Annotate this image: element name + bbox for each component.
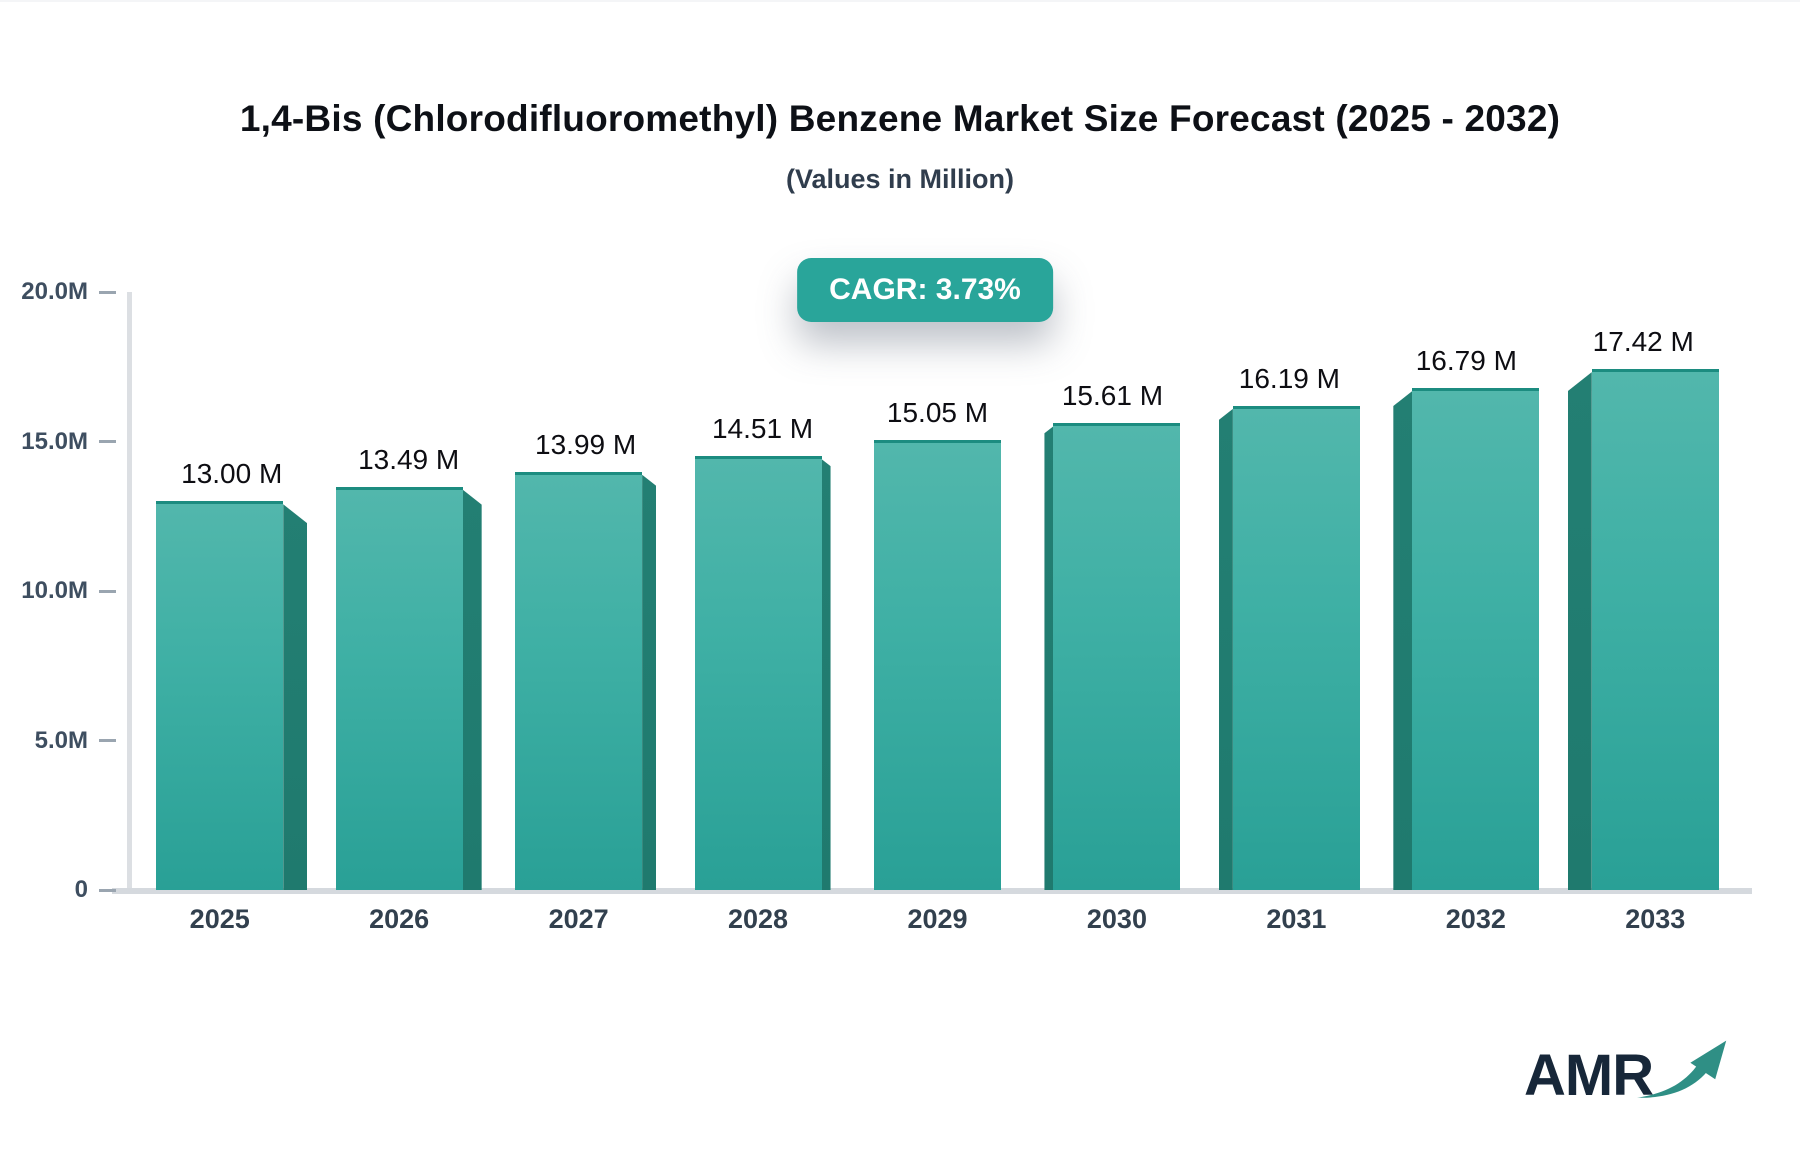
brand-logo: AMR	[1524, 1028, 1774, 1122]
bar-side-face	[821, 459, 831, 890]
bar-side-face	[1218, 408, 1233, 890]
x-tick-label: 2028	[728, 904, 789, 934]
x-tick-label: 2032	[1445, 904, 1506, 934]
x-tick-label: 2029	[907, 904, 968, 934]
y-tick-mark	[99, 888, 116, 892]
bar	[1393, 387, 1540, 890]
x-axis-baseline	[112, 888, 1752, 894]
bar-value-label: 15.05 M	[886, 397, 989, 428]
x-tick-label: 2025	[189, 904, 250, 934]
cagr-badge: CAGR: 3.73%	[797, 258, 1053, 322]
bar-value-label: 13.00 M	[181, 458, 283, 490]
bar-side-face	[642, 474, 657, 890]
bar-value-label: 15.61 M	[1061, 380, 1164, 412]
y-tick-mark	[99, 739, 116, 742]
bar-side-face	[283, 504, 308, 890]
x-tick-label: 2027	[548, 904, 609, 934]
bar	[874, 440, 1001, 890]
bar-value-label: 14.51 M	[711, 413, 814, 445]
x-tick-label: 2030	[1086, 904, 1147, 934]
bar	[335, 486, 482, 890]
y-tick-mark	[99, 589, 116, 593]
bar	[515, 471, 657, 890]
bar	[694, 456, 831, 890]
brand-logo-text: AMR	[1524, 1042, 1654, 1108]
y-tick-mark	[99, 440, 116, 443]
x-tick-label: 2033	[1625, 904, 1686, 934]
growth-arrow-icon	[1637, 1040, 1727, 1098]
chart-subtitle: (Values in Million)	[785, 164, 1015, 194]
bar	[1218, 405, 1360, 890]
bar	[1044, 423, 1181, 890]
bar-value-label: 13.99 M	[535, 428, 637, 460]
y-tick-label: 15.0M	[21, 427, 88, 455]
y-axis-line	[127, 292, 132, 894]
y-tick-mark	[99, 290, 116, 294]
x-tick-label: 2026	[369, 904, 430, 934]
y-tick-label: 20.0M	[21, 278, 88, 305]
x-tick-label: 2031	[1266, 904, 1327, 934]
y-tick-label: 0	[74, 876, 88, 903]
y-tick-label: 5.0M	[34, 726, 88, 754]
chart-title: 1,4-Bis (Chlorodifluoromethyl) Benzene M…	[239, 98, 1561, 139]
bar-value-label: 16.19 M	[1238, 362, 1340, 394]
bar	[156, 501, 308, 890]
bar-side-face	[462, 489, 482, 890]
bar-side-face	[1044, 426, 1054, 890]
y-tick-label: 10.0M	[21, 577, 88, 604]
bar	[1567, 369, 1719, 890]
bar-side-face	[1567, 372, 1592, 890]
bar-side-face	[1393, 390, 1413, 890]
bar-value-label: 17.42 M	[1592, 326, 1694, 358]
bar-value-label: 13.49 M	[358, 443, 460, 475]
bar-value-label: 16.79 M	[1415, 344, 1517, 376]
